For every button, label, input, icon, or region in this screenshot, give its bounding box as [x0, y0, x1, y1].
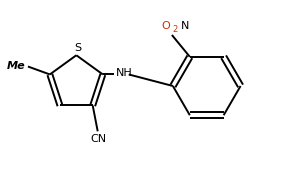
Text: O: O	[161, 21, 170, 31]
Text: NH: NH	[116, 68, 132, 78]
Text: N: N	[181, 21, 189, 31]
Text: 2: 2	[172, 25, 178, 34]
Text: CN: CN	[91, 134, 107, 144]
Text: S: S	[74, 43, 81, 53]
Text: Me: Me	[6, 61, 25, 70]
